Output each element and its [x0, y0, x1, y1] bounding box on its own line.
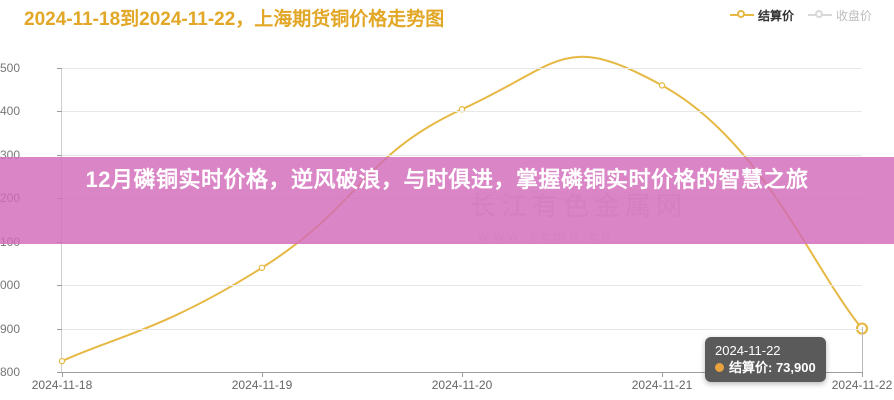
- tooltip-value: 结算价: 73,900: [729, 360, 816, 375]
- legend-label: 结算价: [757, 8, 794, 23]
- y-tick-mark: [57, 68, 62, 69]
- chart-tooltip: 2024-11-22 结算价: 73,900: [705, 337, 826, 382]
- chart-legend: 结算价 收盘价: [729, 6, 872, 24]
- y-axis-tick-label: 74,500: [0, 61, 20, 75]
- data-point[interactable]: [258, 264, 266, 271]
- x-axis-line: [61, 372, 862, 373]
- data-point[interactable]: [58, 357, 66, 365]
- overlay-banner-text: 12月磷铜实时价格，逆风破浪，与时俱进，掌握磷铜实时价格的智慧之旅: [85, 167, 809, 192]
- x-tick-mark: [62, 372, 63, 377]
- y-axis-tick-label: 74,000: [0, 278, 20, 293]
- page-title: 2024-11-18到2024-11-22，上海期货铜价格走势图: [24, 9, 445, 30]
- y-tick-mark: [57, 111, 62, 113]
- y-tick-mark: [57, 285, 62, 287]
- legend-item-closing-price[interactable]: 收盘价: [807, 7, 872, 24]
- tooltip-date: 2024-11-22: [715, 343, 781, 358]
- legend-marker-icon: [729, 10, 754, 20]
- data-point[interactable]: [658, 82, 666, 89]
- x-axis-tick-label: 2024-11-22: [831, 378, 893, 392]
- y-axis-tick-label: 74,400: [0, 104, 20, 119]
- x-axis-tick-label: 2024-11-18: [31, 378, 93, 392]
- y-tick-mark: [57, 154, 62, 156]
- tooltip-series-dot-icon: [715, 363, 724, 372]
- legend-label: 收盘价: [835, 8, 872, 23]
- x-tick-mark: [662, 372, 663, 377]
- x-axis-tick-label: 2024-11-21: [631, 378, 693, 392]
- tooltip-crosshair-line: [862, 327, 863, 372]
- overlay-banner-background: [0, 157, 894, 244]
- legend-marker-icon: [807, 10, 832, 20]
- gridline: [62, 154, 862, 156]
- tooltip-value-row: 结算价: 73,900: [715, 359, 816, 376]
- x-tick-mark: [262, 372, 263, 377]
- y-axis-tick-label: 73,900: [0, 321, 20, 336]
- x-tick-mark: [462, 372, 463, 377]
- gridline: [62, 68, 862, 69]
- y-tick-mark: [57, 328, 62, 330]
- gridline: [62, 111, 862, 113]
- y-tick-mark: [57, 372, 62, 373]
- x-tick-mark: [862, 372, 863, 377]
- x-axis-tick-label: 2024-11-20: [431, 378, 493, 392]
- y-axis-tick-label: 73,800: [0, 365, 20, 379]
- gridline: [62, 285, 862, 287]
- gridline: [62, 328, 862, 330]
- legend-item-settlement-price[interactable]: 结算价: [729, 7, 794, 24]
- x-axis-tick-label: 2024-11-19: [231, 378, 293, 392]
